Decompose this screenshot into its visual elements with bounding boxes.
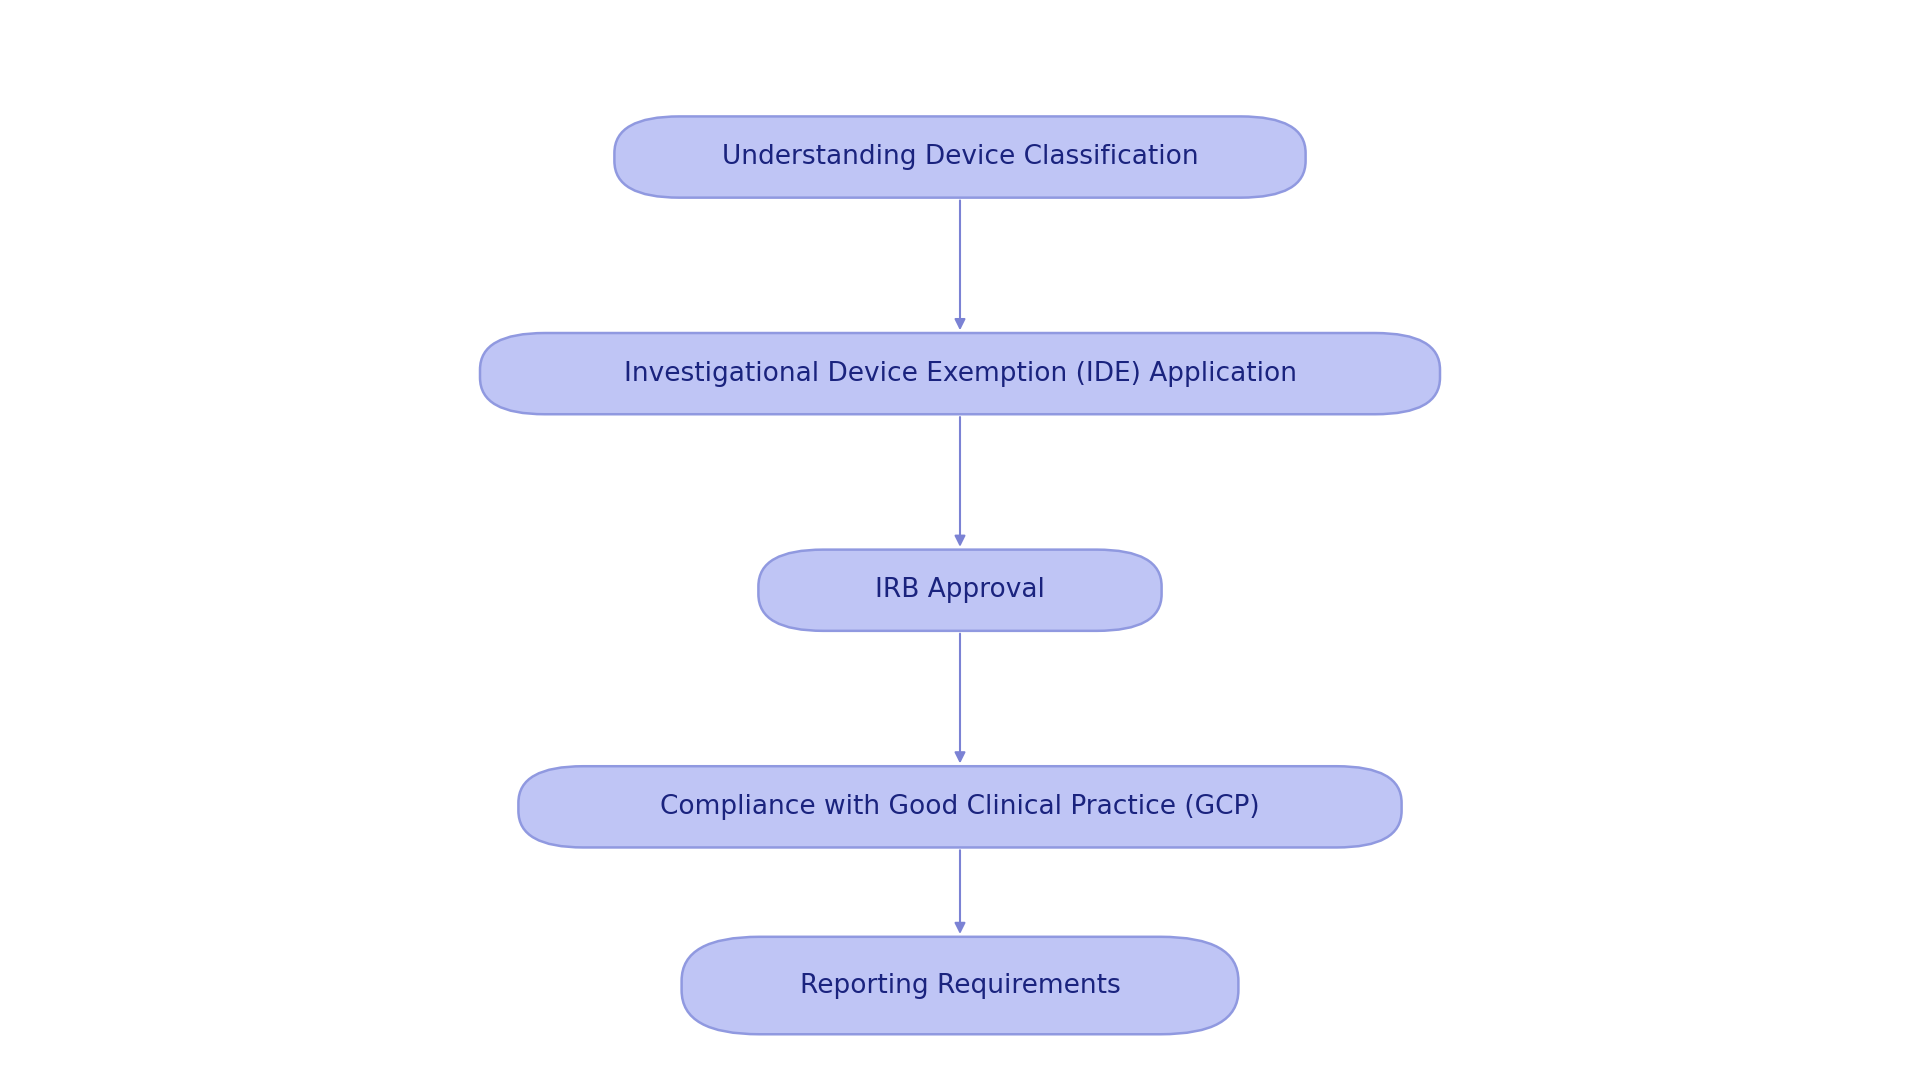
FancyBboxPatch shape <box>480 334 1440 414</box>
FancyBboxPatch shape <box>614 116 1306 197</box>
Text: Investigational Device Exemption (IDE) Application: Investigational Device Exemption (IDE) A… <box>624 361 1296 387</box>
FancyBboxPatch shape <box>758 549 1162 630</box>
Text: Understanding Device Classification: Understanding Device Classification <box>722 144 1198 170</box>
FancyBboxPatch shape <box>518 767 1402 847</box>
Text: Compliance with Good Clinical Practice (GCP): Compliance with Good Clinical Practice (… <box>660 794 1260 820</box>
Text: IRB Approval: IRB Approval <box>876 577 1044 603</box>
Text: Reporting Requirements: Reporting Requirements <box>799 973 1121 999</box>
FancyBboxPatch shape <box>682 937 1238 1034</box>
